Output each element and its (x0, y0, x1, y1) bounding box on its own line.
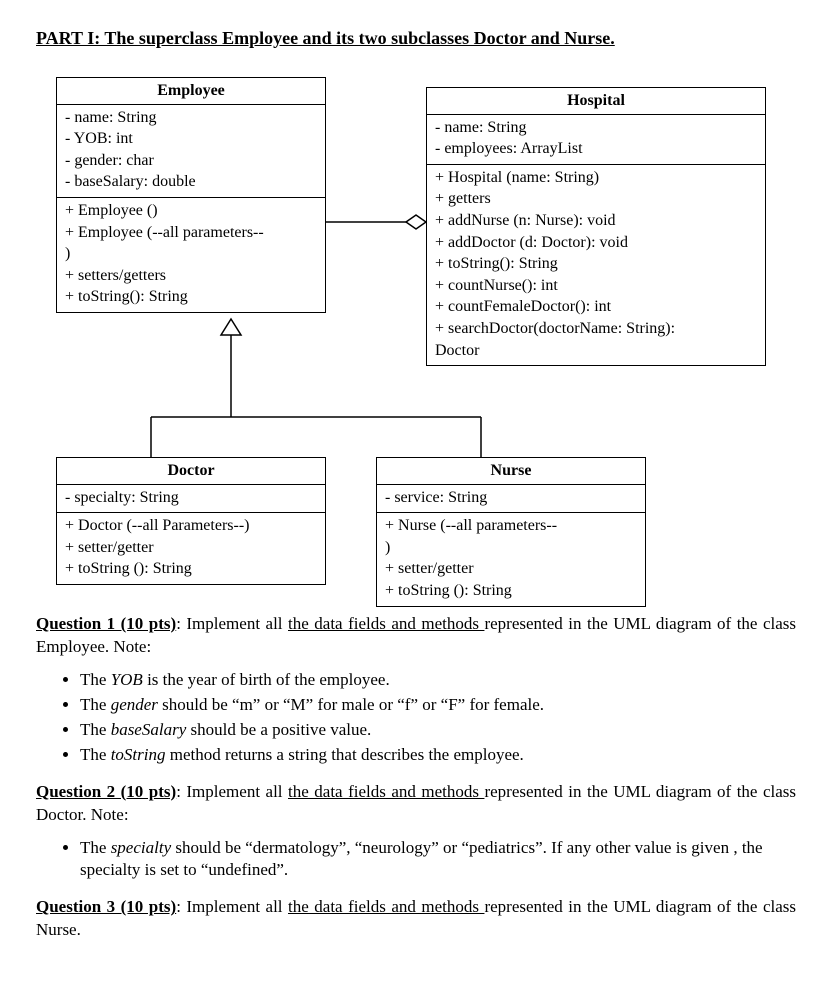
op-row: Doctor (435, 340, 757, 362)
q1-uline: the data fields and methods (288, 614, 484, 633)
bullet-item: The gender should be “m” or “M” for male… (80, 694, 796, 717)
op-row: ) (385, 537, 637, 559)
q3-text-a: : Implement all (176, 897, 288, 916)
attr-row: - baseSalary: double (65, 171, 317, 193)
op-row: + Doctor (--all Parameters--) (65, 515, 317, 537)
op-row: + searchDoctor(doctorName: String): (435, 318, 757, 340)
q3-uline: the data fields and methods (288, 897, 484, 916)
q2-head: Question 2 (10 pts) (36, 782, 176, 801)
uml-diagram: Employee - name: String- YOB: int- gende… (36, 67, 796, 607)
attrs: - service: String (377, 485, 645, 514)
attrs: - name: String- YOB: int- gender: char- … (57, 105, 325, 198)
bullet-item: The toString method returns a string tha… (80, 744, 796, 767)
bullet-item: The baseSalary should be a positive valu… (80, 719, 796, 742)
q3-head: Question 3 (10 pts) (36, 897, 176, 916)
op-row: + Employee () (65, 200, 317, 222)
q1-bullets: The YOB is the year of birth of the empl… (36, 669, 796, 767)
op-row: + toString (): String (385, 580, 637, 602)
ops: + Employee ()+ Employee (--all parameter… (57, 198, 325, 312)
class-doctor: Doctor - specialty: String + Doctor (--a… (56, 457, 326, 585)
class-title: Doctor (57, 458, 325, 485)
class-title: Employee (57, 78, 325, 105)
class-title: Nurse (377, 458, 645, 485)
op-row: + toString(): String (65, 286, 317, 308)
op-row: ) (65, 243, 317, 265)
q1-head: Question 1 (10 pts) (36, 614, 176, 633)
attr-row: - employees: ArrayList (435, 138, 757, 160)
class-nurse: Nurse - service: String + Nurse (--all p… (376, 457, 646, 607)
op-row: + toString (): String (65, 558, 317, 580)
q2-bullets: The specialty should be “dermatology”, “… (36, 837, 796, 883)
op-row: + Hospital (name: String) (435, 167, 757, 189)
class-hospital: Hospital - name: String- employees: Arra… (426, 87, 766, 366)
attr-row: - specialty: String (65, 487, 317, 509)
op-row: + countNurse(): int (435, 275, 757, 297)
op-row: + setter/getter (385, 558, 637, 580)
attr-row: - name: String (65, 107, 317, 129)
question-1: Question 1 (10 pts): Implement all the d… (36, 613, 796, 659)
q1-text-a: : Implement all (176, 614, 288, 633)
op-row: + getters (435, 188, 757, 210)
attr-row: - service: String (385, 487, 637, 509)
op-row: + countFemaleDoctor(): int (435, 296, 757, 318)
op-row: + setter/getter (65, 537, 317, 559)
class-title: Hospital (427, 88, 765, 115)
part-title: PART I: The superclass Employee and its … (36, 28, 796, 49)
attr-row: - YOB: int (65, 128, 317, 150)
question-2: Question 2 (10 pts): Implement all the d… (36, 781, 796, 827)
op-row: + setters/getters (65, 265, 317, 287)
attrs: - specialty: String (57, 485, 325, 514)
ops: + Doctor (--all Parameters--)+ setter/ge… (57, 513, 325, 584)
op-row: + addDoctor (d: Doctor): void (435, 232, 757, 254)
ops: + Hospital (name: String)+ getters+ addN… (427, 165, 765, 365)
op-row: + Employee (--all parameters-- (65, 222, 317, 244)
ops: + Nurse (--all parameters--)+ setter/get… (377, 513, 645, 605)
class-employee: Employee - name: String- YOB: int- gende… (56, 77, 326, 313)
op-row: + addNurse (n: Nurse): void (435, 210, 757, 232)
bullet-item: The specialty should be “dermatology”, “… (80, 837, 796, 883)
attr-row: - name: String (435, 117, 757, 139)
q2-uline: the data fields and methods (288, 782, 484, 801)
attr-row: - gender: char (65, 150, 317, 172)
op-row: + toString(): String (435, 253, 757, 275)
attrs: - name: String- employees: ArrayList (427, 115, 765, 165)
bullet-item: The YOB is the year of birth of the empl… (80, 669, 796, 692)
q2-text-a: : Implement all (176, 782, 288, 801)
op-row: + Nurse (--all parameters-- (385, 515, 637, 537)
question-3: Question 3 (10 pts): Implement all the d… (36, 896, 796, 942)
